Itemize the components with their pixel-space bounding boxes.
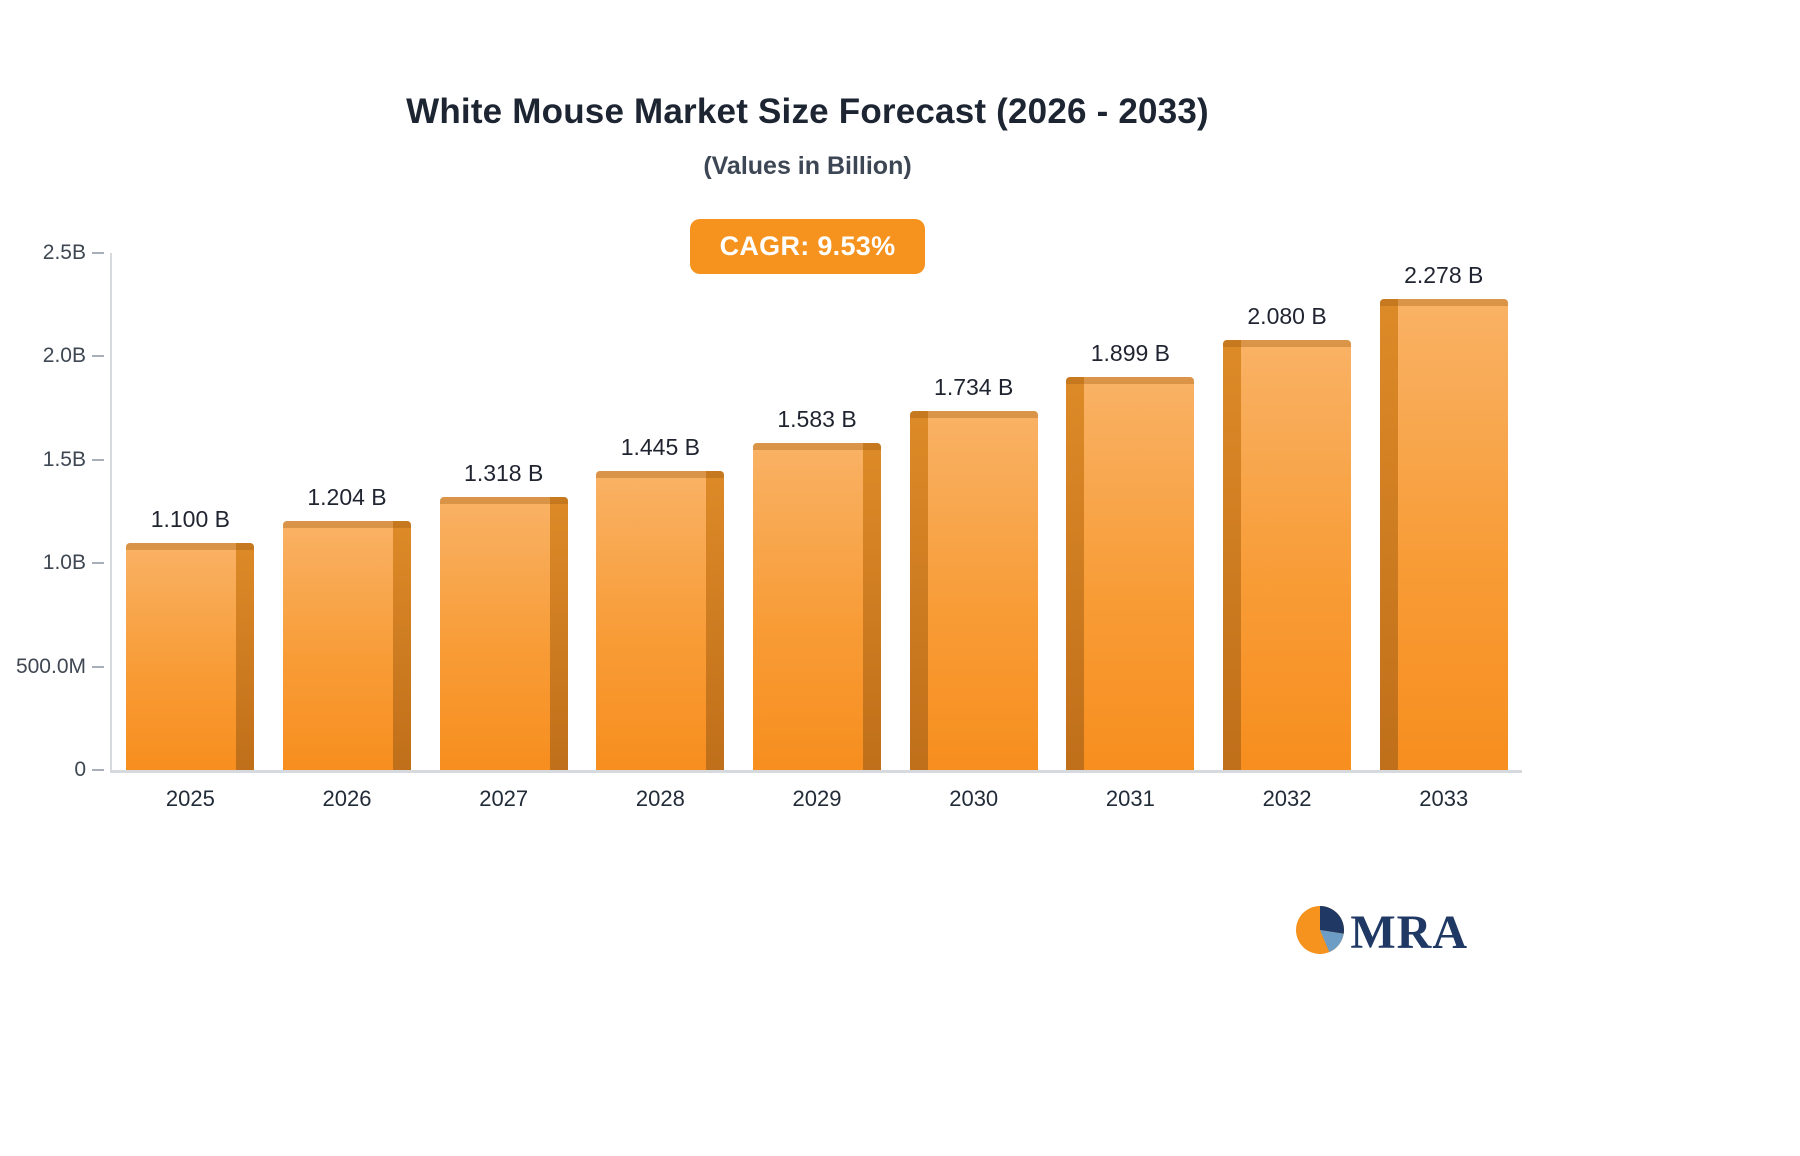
brand-logo-text: MRA (1350, 905, 1468, 959)
x-tick-label: 2025 (165, 786, 215, 811)
bar-top-cap (439, 497, 568, 505)
bar-slot: 1.318 B (425, 253, 582, 770)
y-tick-label: 0 (74, 758, 86, 781)
bar-side-shade (1223, 339, 1242, 770)
bar-2030 (909, 411, 1038, 770)
x-tick-label: 2028 (635, 786, 685, 811)
bar-front (927, 411, 1038, 770)
bar-value-label: 1.899 B (1090, 340, 1171, 367)
bar-2033 (1379, 298, 1508, 770)
bar-top-cap (596, 471, 725, 479)
x-axis: 2025 2026 2027 2028 2029 2030 2031 2032 2033 (112, 786, 1522, 812)
brand-logo: MRA (1293, 903, 1468, 962)
bar-front (439, 497, 550, 770)
y-tick-label: 1.5B (42, 447, 86, 471)
y-tick-mark (92, 458, 104, 461)
bar-value-label: 1.734 B (934, 374, 1014, 401)
bar-slot: 1.734 B (895, 253, 1052, 770)
bar-top-cap (126, 542, 255, 550)
bar-slot: 1.583 B (739, 253, 896, 770)
bar-value-label: 2.278 B (1404, 261, 1484, 288)
bar-side-shade (1066, 377, 1085, 770)
bar-value-label: 2.080 B (1247, 302, 1327, 329)
bar-front (596, 471, 707, 770)
chart-header: White Mouse Market Size Forecast (2026 -… (0, 92, 1615, 274)
bar-top-cap (909, 411, 1038, 419)
bar-2029 (753, 442, 882, 770)
bar-slot: 2.080 B (1209, 253, 1366, 770)
bar-value-label: 1.318 B (464, 460, 544, 487)
bars-row: 1.100 B 1.204 B 1.318 B 1.445 B 1.583 B 1.734… (112, 253, 1522, 770)
bar-side-shade (549, 497, 568, 770)
bar-slot: 1.100 B (112, 253, 269, 770)
x-tick-label: 2027 (479, 786, 529, 811)
y-tick-label: 2.0B (42, 344, 86, 368)
x-tick-label: 2033 (1419, 786, 1469, 811)
y-tick-mark (92, 562, 104, 565)
bar-value-label: 1.445 B (620, 434, 700, 461)
bar-front (1241, 339, 1352, 770)
x-tick-label: 2030 (949, 786, 999, 811)
bar-2026 (283, 521, 411, 770)
y-tick-mark (92, 665, 104, 668)
bar-slot: 2.278 B (1365, 253, 1522, 770)
bar-side-shade (863, 442, 882, 770)
bar-2027 (439, 497, 568, 770)
y-tick-label: 2.5B (42, 241, 86, 264)
bar-2032 (1223, 339, 1352, 770)
bar-top-cap (283, 521, 411, 529)
y-tick-label: 1.0B (42, 551, 86, 575)
bar-side-shade (706, 471, 725, 770)
x-tick-label: 2026 (322, 786, 372, 811)
bar-slot: 1.445 B (582, 253, 739, 770)
bar-side-shade (393, 521, 411, 770)
bar-side-shade (909, 411, 928, 770)
bar-2025 (126, 542, 255, 770)
bar-2031 (1066, 377, 1195, 770)
bar-2028 (596, 471, 725, 770)
bar-value-label: 1.583 B (777, 405, 857, 432)
bar-top-cap (753, 442, 882, 450)
bar-front (126, 542, 237, 770)
bar-front (1084, 377, 1195, 770)
bar-slot: 1.204 B (269, 253, 426, 770)
bar-value-label: 1.204 B (307, 484, 387, 511)
bar-side-shade (236, 542, 255, 770)
x-tick-label: 2032 (1262, 786, 1312, 811)
y-tick-mark (92, 769, 104, 771)
bar-front (1397, 298, 1508, 770)
y-tick-mark (92, 252, 104, 254)
plot-area: 0 500.0M 1.0B 1.5B 2.0B 2.5B 1.100 B 1.204 B 1.3… (16, 241, 1522, 811)
x-tick-label: 2029 (792, 786, 842, 811)
y-tick-mark (92, 355, 104, 358)
bar-top-cap (1223, 339, 1352, 347)
chart-subtitle: (Values in Billion) (703, 152, 912, 180)
cagr-badge: CAGR: 9.53% (689, 219, 926, 274)
pie-chart-logo-icon (1293, 903, 1347, 962)
x-tick-label: 2031 (1105, 786, 1155, 811)
chart-title: White Mouse Market Size Forecast (2026 -… (406, 92, 1209, 131)
y-tick-label: 500.0M (15, 654, 86, 678)
bar-front (753, 442, 864, 770)
bar-slot: 1.899 B (1052, 253, 1209, 770)
bar-top-cap (1066, 377, 1195, 385)
bar-top-cap (1379, 298, 1508, 306)
bar-front (283, 521, 393, 770)
bar-side-shade (1379, 298, 1398, 770)
bar-value-label: 1.100 B (150, 505, 230, 532)
